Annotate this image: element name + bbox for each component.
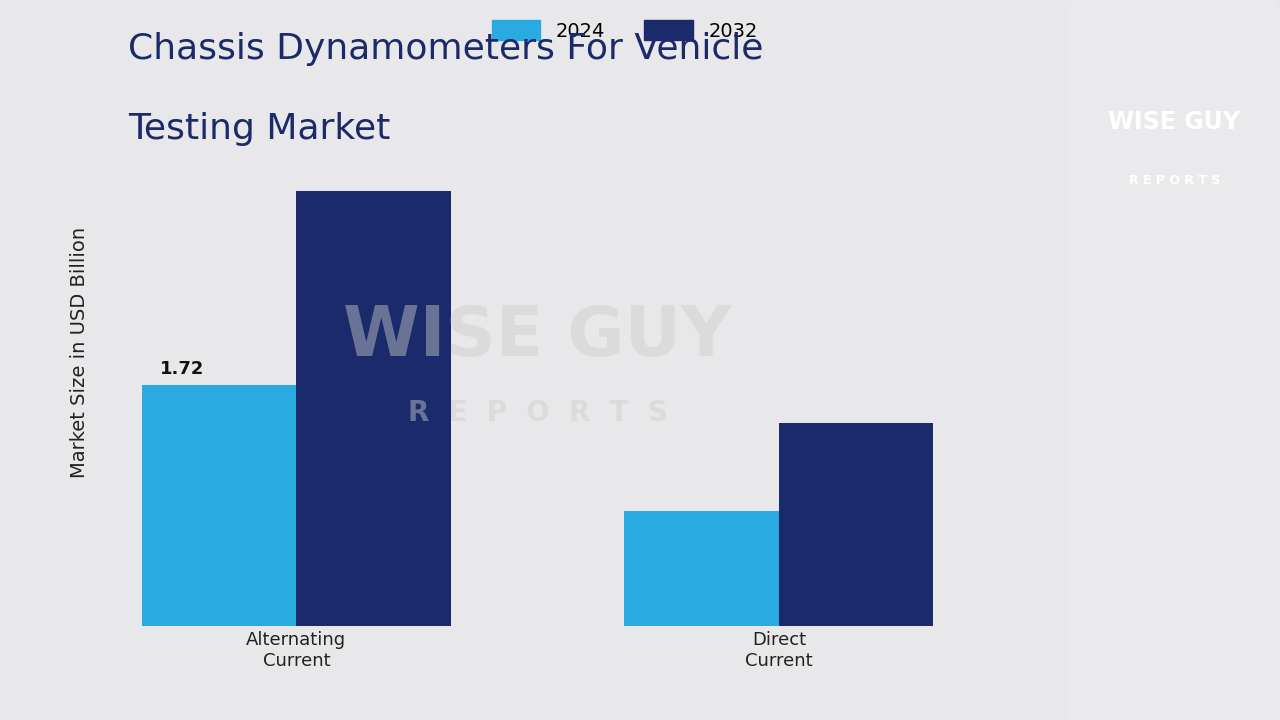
Text: 1.72: 1.72 — [160, 360, 205, 378]
Text: R  E  P  O  R  T  S: R E P O R T S — [408, 399, 667, 427]
Bar — [625, 511, 778, 626]
Text: Testing Market: Testing Market — [128, 112, 390, 145]
Circle shape — [1016, 0, 1280, 720]
Text: WISE GUY: WISE GUY — [343, 303, 732, 370]
Y-axis label: Market Size in USD Billion: Market Size in USD Billion — [69, 228, 88, 478]
Text: R E P O R T S: R E P O R T S — [1129, 174, 1220, 186]
Legend: 2024, 2032: 2024, 2032 — [484, 12, 765, 48]
Bar — [142, 385, 297, 626]
Text: WISE GUY: WISE GUY — [1108, 110, 1240, 135]
Text: Chassis Dynamometers For Vehicle: Chassis Dynamometers For Vehicle — [128, 32, 763, 66]
Bar — [297, 192, 451, 626]
Bar — [778, 423, 933, 626]
